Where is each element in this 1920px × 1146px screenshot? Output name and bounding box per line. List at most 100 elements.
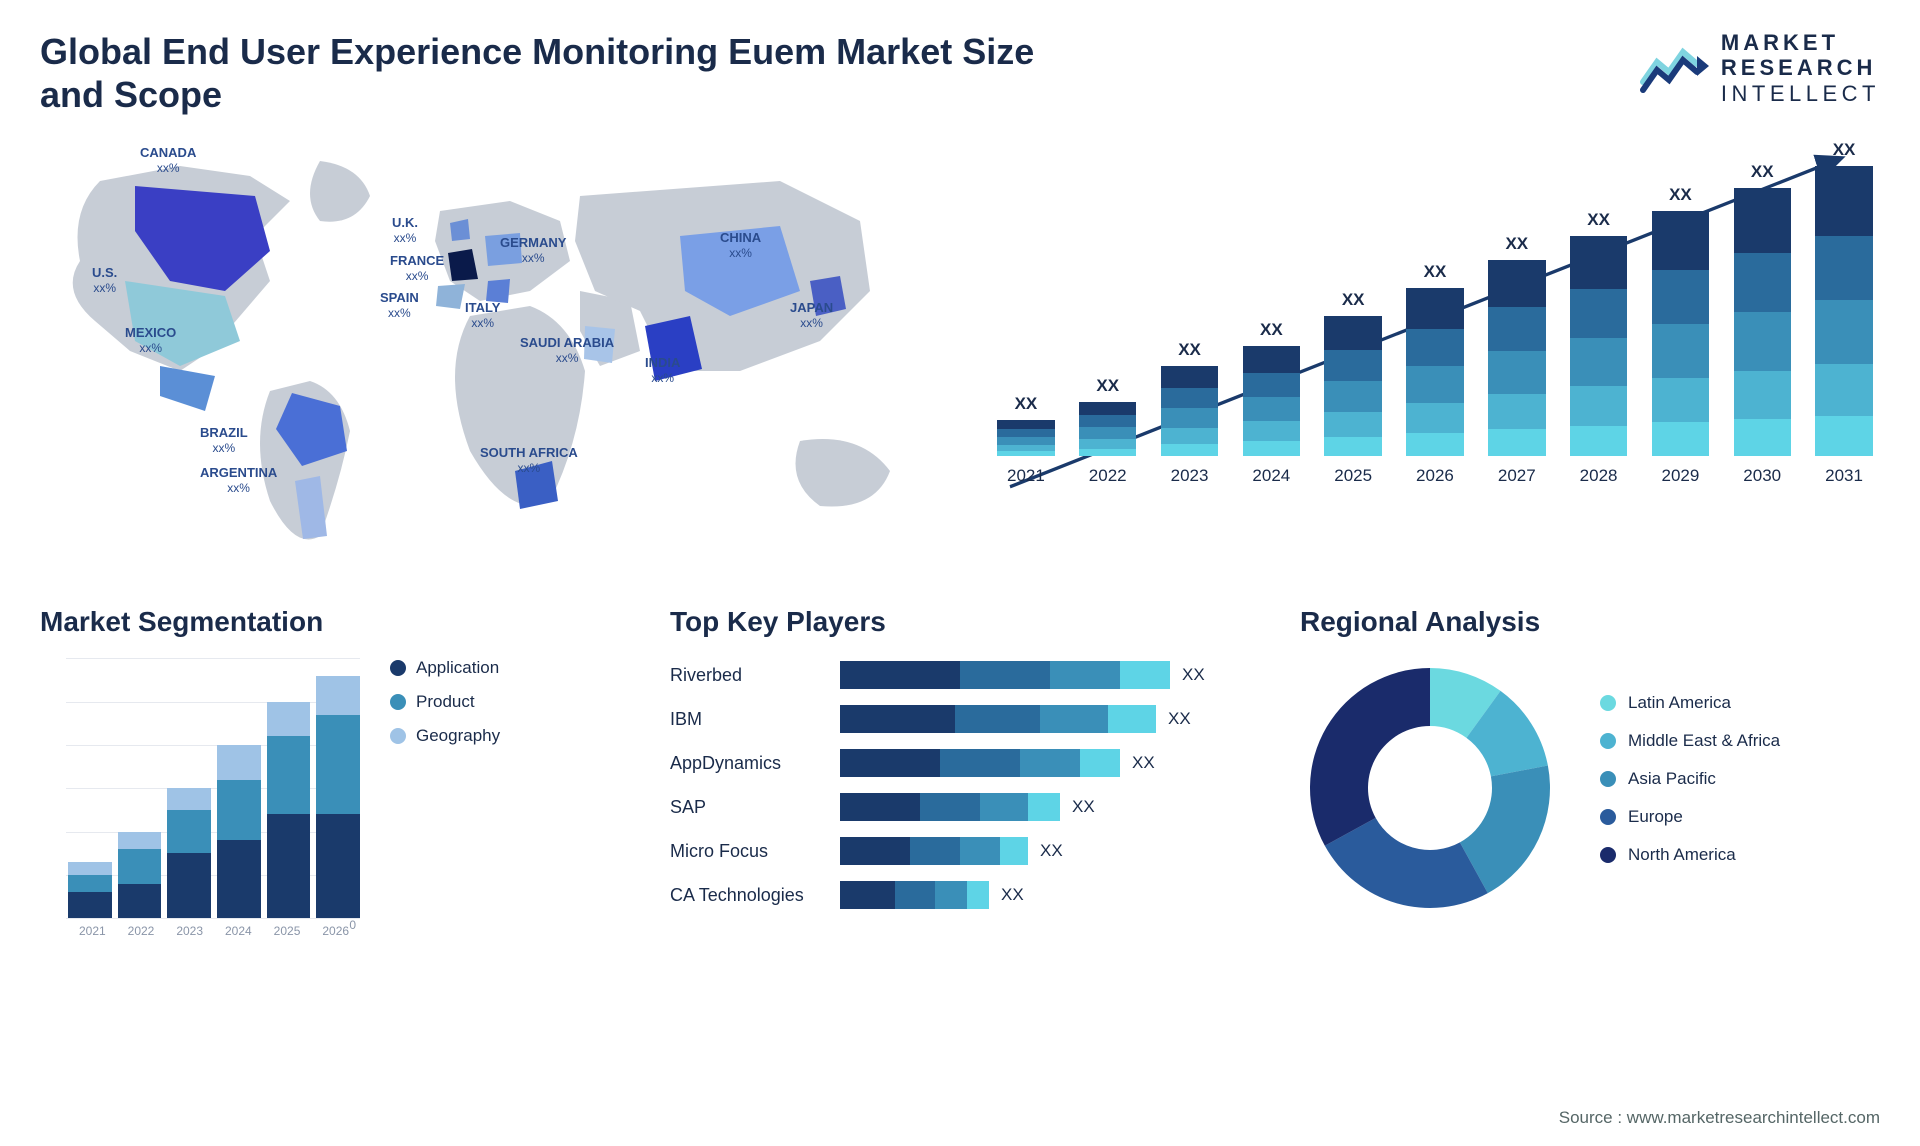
legend-label: Latin America <box>1628 693 1731 713</box>
growth-bar-2030: XX2030 <box>1726 162 1798 486</box>
regional-title: Regional Analysis <box>1300 606 1880 638</box>
growth-bar-seg <box>1079 402 1136 415</box>
growth-bar-seg <box>1570 386 1627 426</box>
seg-bar-seg <box>68 892 112 918</box>
seg-bar-seg <box>118 884 162 919</box>
legend-dot <box>390 660 406 676</box>
kp-bar-seg <box>967 881 989 909</box>
seg-gridline <box>66 918 360 919</box>
logo-text: MARKET RESEARCH INTELLECT <box>1721 30 1880 106</box>
map-label-spain: SPAINxx% <box>380 291 419 320</box>
growth-bar-seg <box>1652 324 1709 378</box>
growth-bar-value: XX <box>1342 290 1365 310</box>
kp-value: XX <box>1182 665 1205 685</box>
kp-row-appdynamics: AppDynamics XX <box>670 746 1250 780</box>
growth-bar-2027: XX2027 <box>1481 234 1553 486</box>
seg-xlabel: 2024 <box>214 924 263 938</box>
growth-bar-seg <box>1734 253 1791 312</box>
growth-bar-seg <box>1161 408 1218 428</box>
seg-bar-2022 <box>118 832 162 919</box>
growth-year-label: 2031 <box>1825 466 1863 486</box>
map-label-mexico: MEXICOxx% <box>125 326 176 355</box>
kp-bar-seg <box>1120 661 1170 689</box>
kp-bar-seg <box>840 837 910 865</box>
kp-bar-seg <box>1108 705 1156 733</box>
seg-bar-seg <box>217 780 261 841</box>
kp-name: AppDynamics <box>670 753 840 774</box>
kp-bar-seg <box>955 705 1040 733</box>
regional-legend: Latin America Middle East & Africa Asia Pa… <box>1600 693 1780 883</box>
keyplayers-panel: Top Key Players RiverbedXXIBMXXAppDynami… <box>670 606 1250 976</box>
growth-bar-seg <box>1488 307 1545 350</box>
legend-label: Middle East & Africa <box>1628 731 1780 751</box>
kp-bar <box>840 661 1170 689</box>
seg-bar-seg <box>167 788 211 810</box>
keyplayers-title: Top Key Players <box>670 606 1250 638</box>
kp-bar-seg <box>840 661 960 689</box>
growth-bar-2022: XX2022 <box>1072 376 1144 486</box>
growth-bar-seg <box>1079 439 1136 449</box>
reg-legend-item: Asia Pacific <box>1600 769 1780 789</box>
map-label-china: CHINAxx% <box>720 231 761 260</box>
growth-bar-value: XX <box>1096 376 1119 396</box>
growth-bar-value: XX <box>1015 394 1038 414</box>
kp-name: IBM <box>670 709 840 730</box>
map-label-argentina: ARGENTINAxx% <box>200 466 277 495</box>
kp-bar-wrap: XX <box>840 793 1250 821</box>
kp-bar-seg <box>840 705 955 733</box>
growth-bar-seg <box>1324 316 1381 350</box>
kp-bar-seg <box>960 837 1000 865</box>
kp-value: XX <box>1072 797 1095 817</box>
seg-legend-item: Application <box>390 658 500 678</box>
logo-line2: RESEARCH <box>1721 55 1880 80</box>
growth-bar-seg <box>1079 449 1136 457</box>
kp-bar-seg <box>935 881 967 909</box>
kp-value: XX <box>1132 753 1155 773</box>
kp-bar-seg <box>1050 661 1120 689</box>
map-label-saudi-arabia: SAUDI ARABIAxx% <box>520 336 614 365</box>
growth-bar-seg <box>1243 421 1300 441</box>
growth-bar-seg <box>1734 371 1791 419</box>
growth-bar-seg <box>1570 289 1627 337</box>
kp-bar <box>840 837 1028 865</box>
kp-bar <box>840 705 1156 733</box>
kp-bar-seg <box>920 793 980 821</box>
growth-bar-seg <box>1652 211 1709 270</box>
growth-bar-seg <box>997 429 1054 437</box>
growth-bar-seg <box>1243 441 1300 456</box>
seg-legend-item: Geography <box>390 726 500 746</box>
header: Global End User Experience Monitoring Eu… <box>40 30 1880 116</box>
kp-bar-seg <box>840 749 940 777</box>
reg-legend-item: Europe <box>1600 807 1780 827</box>
growth-bar-2028: XX2028 <box>1563 210 1635 486</box>
kp-name: SAP <box>670 797 840 818</box>
legend-label: Application <box>416 658 499 678</box>
source-label: Source : www.marketresearchintellect.com <box>1559 1108 1880 1128</box>
segmentation-legend: ApplicationProductGeography <box>390 658 500 938</box>
seg-bar-seg <box>316 676 360 715</box>
growth-bar-value: XX <box>1260 320 1283 340</box>
logo-line3: INTELLECT <box>1721 81 1880 106</box>
growth-year-label: 2023 <box>1171 466 1209 486</box>
kp-bar-seg <box>1028 793 1060 821</box>
seg-bar-seg <box>267 814 311 918</box>
growth-bar-seg <box>1734 419 1791 457</box>
kp-bar-seg <box>960 661 1050 689</box>
seg-bar-seg <box>316 814 360 918</box>
legend-dot <box>1600 771 1616 787</box>
growth-bar-seg <box>1243 397 1300 421</box>
bottom-row: Market Segmentation 01020304050602021202… <box>40 606 1880 976</box>
logo-line1: MARKET <box>1721 30 1880 55</box>
kp-row-ca-technologies: CA TechnologiesXX <box>670 878 1250 912</box>
growth-bar-seg <box>1652 270 1709 324</box>
growth-bar-seg <box>997 420 1054 429</box>
kp-bar <box>840 793 1060 821</box>
kp-bar-seg <box>840 793 920 821</box>
growth-bar-seg <box>1079 415 1136 427</box>
growth-bar-seg <box>1652 378 1709 422</box>
kp-bar-seg <box>1020 749 1080 777</box>
growth-bar-seg <box>1815 236 1872 300</box>
legend-dot <box>390 728 406 744</box>
growth-bar-seg <box>1488 351 1545 394</box>
growth-bar-value: XX <box>1751 162 1774 182</box>
